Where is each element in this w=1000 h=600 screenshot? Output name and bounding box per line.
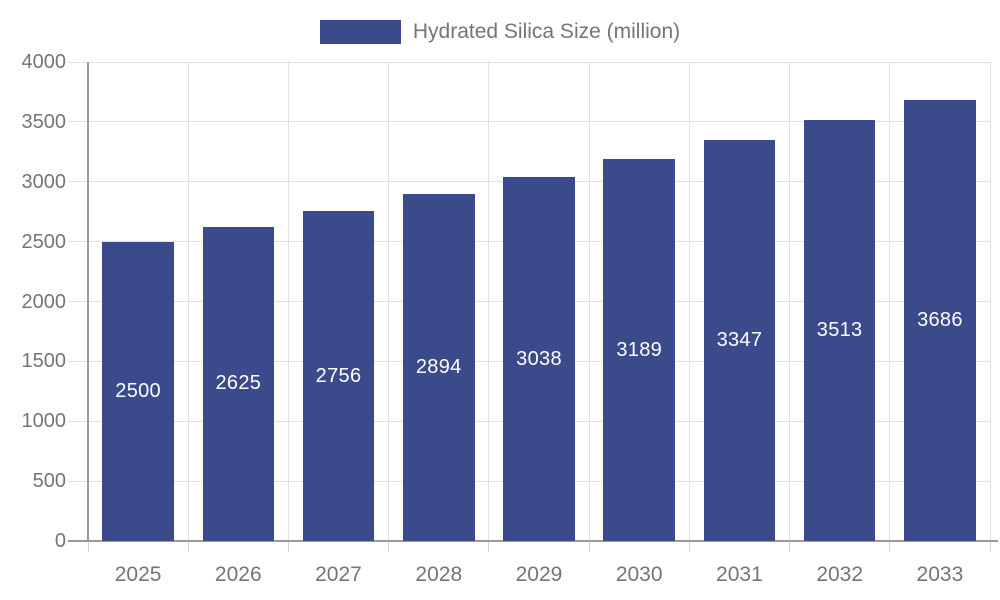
x-axis-label-2033: 2033 <box>916 563 964 586</box>
bar-2033[interactable]: 3686 <box>904 99 976 541</box>
x-tick <box>588 541 590 552</box>
legend: Hydrated Silica Size (million) <box>0 20 1000 44</box>
y-axis-label: 1500 <box>21 350 67 373</box>
bar-2025[interactable]: 2500 <box>102 241 174 541</box>
gridline-vertical <box>388 62 390 541</box>
x-axis-label-2028: 2028 <box>415 563 463 586</box>
y-axis-line <box>87 62 89 542</box>
gridline-vertical <box>688 62 690 541</box>
bar-value-label: 3686 <box>917 308 963 331</box>
x-tick <box>688 541 690 552</box>
gridline-vertical <box>187 62 189 541</box>
x-tick <box>87 541 89 552</box>
x-axis-label-2027: 2027 <box>315 563 362 586</box>
gridline-horizontal <box>68 61 990 63</box>
bar-2026[interactable]: 2625 <box>202 226 275 541</box>
x-tick <box>889 541 891 552</box>
x-axis-label-2030: 2030 <box>615 563 663 586</box>
bar-value-label: 2756 <box>315 364 362 387</box>
gridline-vertical <box>989 62 991 541</box>
x-axis-line <box>68 540 998 542</box>
bar-value-label: 3347 <box>716 329 763 352</box>
gridline-vertical <box>789 62 791 541</box>
x-axis-label-2025: 2025 <box>114 563 162 586</box>
legend-swatch-icon <box>319 20 401 44</box>
y-axis-label: 500 <box>32 470 66 493</box>
bar-value-label: 3038 <box>516 347 562 370</box>
x-tick <box>187 541 189 552</box>
x-tick <box>388 541 390 552</box>
y-axis-label: 2000 <box>21 290 67 313</box>
x-axis-label-2026: 2026 <box>214 563 262 586</box>
bar-value-label: 3189 <box>616 338 663 361</box>
bar-value-label: 2625 <box>215 372 262 395</box>
bar-2031[interactable]: 3347 <box>703 140 776 541</box>
x-tick <box>287 541 289 552</box>
bar-2032[interactable]: 3513 <box>803 120 876 541</box>
x-axis-label-2029: 2029 <box>515 563 563 586</box>
x-axis-label-2032: 2032 <box>816 563 864 586</box>
x-tick <box>789 541 791 552</box>
bar-2027[interactable]: 2756 <box>302 211 375 541</box>
bar-value-label: 2894 <box>415 356 462 379</box>
y-axis-label: 0 <box>54 530 66 552</box>
bar-2028[interactable]: 2894 <box>402 194 475 541</box>
gridline-vertical <box>889 62 891 541</box>
x-tick <box>488 541 490 552</box>
gridline-horizontal <box>68 121 990 123</box>
legend-item[interactable]: Hydrated Silica Size (million) <box>319 20 681 44</box>
bar-value-label: 2500 <box>115 379 161 402</box>
y-axis-label: 3000 <box>21 170 67 193</box>
legend-label: Hydrated Silica Size (million) <box>412 20 681 43</box>
bar-2029[interactable]: 3038 <box>503 177 575 541</box>
x-tick <box>989 541 991 552</box>
gridline-vertical <box>588 62 590 541</box>
x-axis-label-2031: 2031 <box>716 563 763 586</box>
gridline-vertical <box>488 62 490 541</box>
bar-2030[interactable]: 3189 <box>603 159 676 541</box>
gridline-vertical <box>287 62 289 541</box>
y-axis-label: 4000 <box>21 51 67 73</box>
y-axis-label: 2500 <box>21 230 67 253</box>
y-axis-label: 3500 <box>21 110 67 133</box>
bar-value-label: 3513 <box>816 319 863 342</box>
y-axis-label: 1000 <box>21 410 67 433</box>
